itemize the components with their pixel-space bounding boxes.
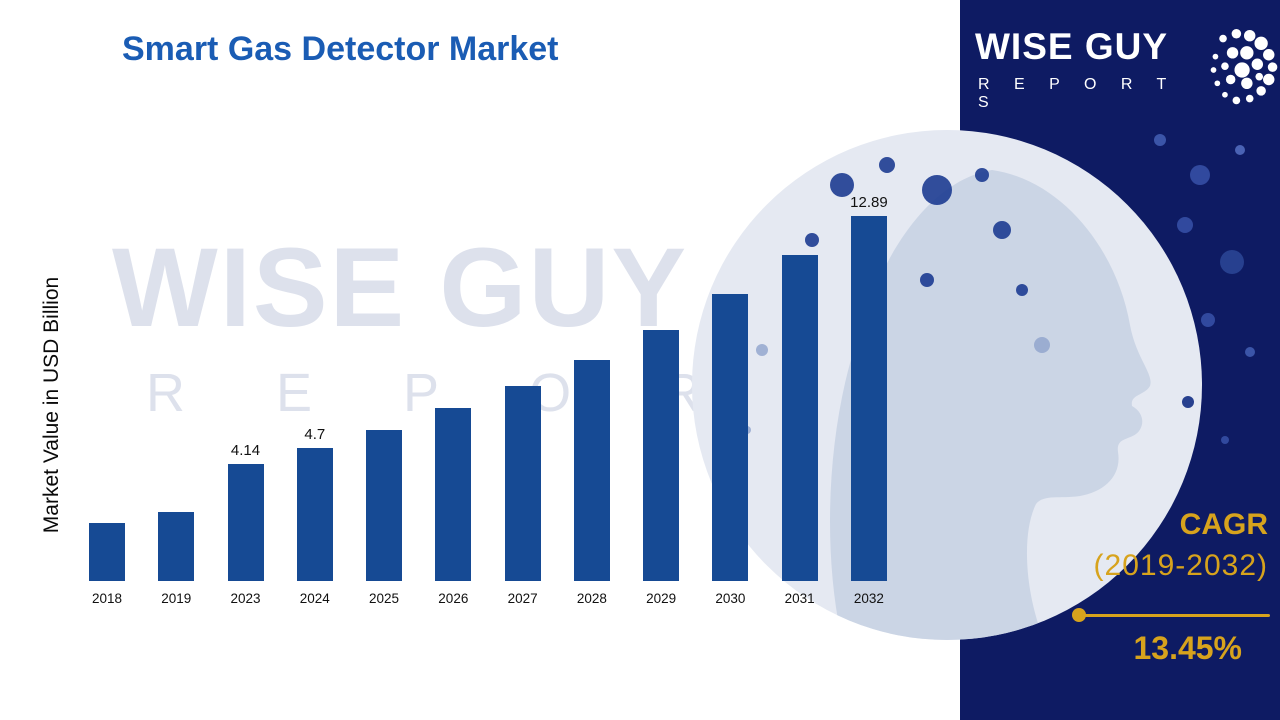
bar-group: 4.7 2024: [292, 147, 338, 607]
y-axis-label: Market Value in USD Billion: [40, 276, 63, 534]
decorative-dots: [1154, 134, 1255, 444]
bar-group: 2026: [430, 147, 476, 607]
bar-group: 2027: [500, 147, 546, 607]
cagr-line-dot: [1072, 608, 1086, 622]
bar: [435, 408, 472, 581]
bar-group: 2029: [638, 147, 684, 607]
bar-group: 2019: [153, 147, 199, 607]
bar-group: 2018: [84, 147, 130, 607]
bar-group: 2030: [707, 147, 753, 607]
bar-value-label: 12.89: [850, 194, 888, 211]
face-circle: [692, 130, 1202, 640]
bar-value-label: 4.14: [230, 442, 261, 459]
bar-group: 2031: [777, 147, 823, 607]
bar-group: 2025: [361, 147, 407, 607]
bar-group: 4.14 2023: [223, 147, 269, 607]
bar-group: 12.89 2032: [846, 147, 892, 607]
bar-year-label: 2027: [507, 591, 538, 606]
cagr-underline: [1082, 614, 1270, 617]
bar-year-label: 2019: [161, 591, 192, 606]
bar: [89, 523, 125, 581]
bars-container: 2018 2019 4.14 2023 4.7 2024 2025 2026 2027 2028 2…: [84, 147, 892, 607]
bar: [643, 330, 680, 581]
bar-value-label: 4.7: [304, 426, 326, 443]
bar-year-label: 2032: [853, 591, 884, 606]
watermark-line1: WISE GUY: [112, 225, 689, 350]
bar: [850, 216, 887, 581]
bar: [227, 464, 264, 581]
bar-year-label: 2026: [438, 591, 469, 606]
bar-year-label: 2030: [715, 591, 746, 606]
cagr-value: 13.45%: [1133, 630, 1242, 666]
bar: [296, 448, 333, 581]
bar-year-label: 2029: [646, 591, 677, 606]
logo: WISE GUY R E P O R T S: [975, 28, 1280, 117]
bar: [573, 360, 610, 581]
bar: [781, 255, 818, 581]
page-title: Smart Gas Detector Market: [122, 30, 559, 68]
cagr-range: (2019-2032): [1093, 549, 1268, 582]
bar: [366, 430, 403, 581]
bar: [712, 294, 749, 581]
logo-line2: R E P O R T S: [978, 76, 1177, 111]
bar-year-label: 2025: [369, 591, 400, 606]
bar-year-label: 2024: [299, 591, 330, 606]
bar: [504, 386, 541, 581]
bar-year-label: 2028: [576, 591, 607, 606]
cagr-block: CAGR (2019-2032): [1000, 508, 1268, 583]
bar-year-label: 2018: [91, 591, 123, 606]
cagr-label: CAGR: [1179, 508, 1268, 541]
bar-group: 2028: [569, 147, 615, 607]
bar-year-label: 2023: [230, 591, 261, 606]
bar: [158, 512, 195, 581]
logo-line1: WISE GUY: [975, 26, 1169, 67]
bar-year-label: 2031: [784, 591, 815, 606]
logo-face-dots-icon: [1210, 29, 1278, 105]
face-silhouette-icon: [743, 157, 1151, 640]
